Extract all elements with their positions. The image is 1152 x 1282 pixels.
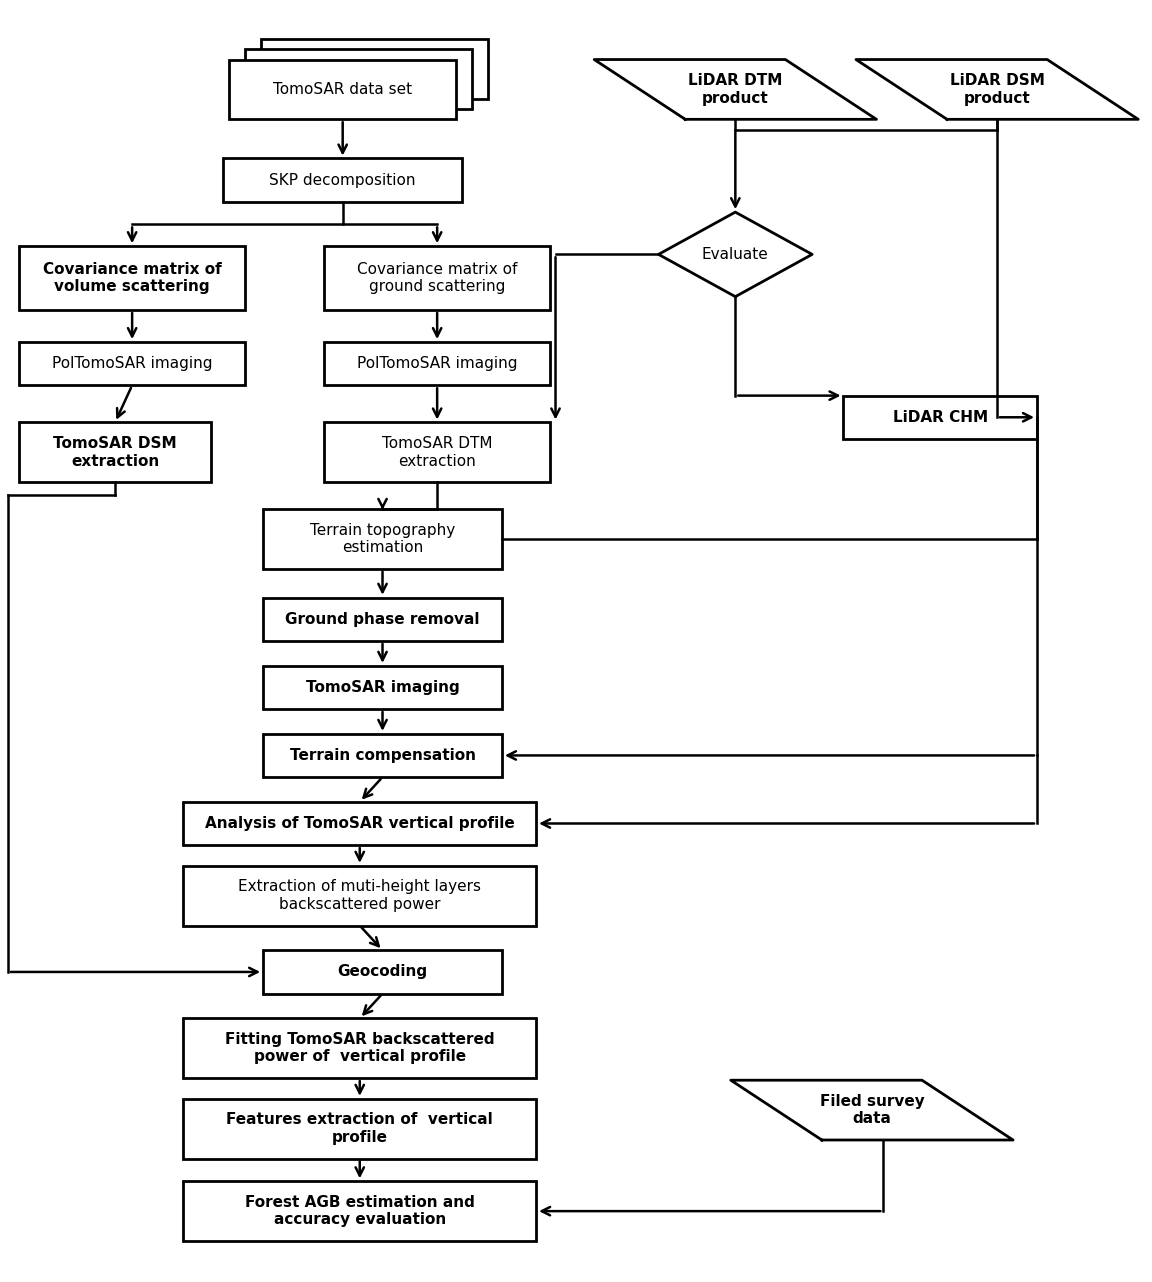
Text: Evaluate: Evaluate	[702, 247, 768, 262]
FancyBboxPatch shape	[263, 665, 502, 709]
FancyBboxPatch shape	[325, 342, 550, 386]
Text: Forest AGB estimation and
accuracy evaluation: Forest AGB estimation and accuracy evalu…	[245, 1195, 475, 1227]
Text: TomoSAR DSM
extraction: TomoSAR DSM extraction	[53, 436, 177, 468]
FancyBboxPatch shape	[325, 423, 550, 482]
Text: Features extraction of  vertical
profile: Features extraction of vertical profile	[227, 1113, 493, 1145]
Text: TomoSAR imaging: TomoSAR imaging	[305, 679, 460, 695]
Text: LiDAR DSM
product: LiDAR DSM product	[949, 73, 1045, 105]
FancyBboxPatch shape	[183, 1181, 536, 1241]
Text: Analysis of TomoSAR vertical profile: Analysis of TomoSAR vertical profile	[205, 815, 515, 831]
Text: Terrain compensation: Terrain compensation	[289, 747, 476, 763]
Text: TomoSAR data set: TomoSAR data set	[273, 82, 412, 97]
Text: SKP decomposition: SKP decomposition	[270, 173, 416, 187]
FancyBboxPatch shape	[325, 246, 550, 310]
FancyBboxPatch shape	[263, 950, 502, 994]
Text: Geocoding: Geocoding	[338, 964, 427, 979]
FancyBboxPatch shape	[263, 733, 502, 777]
Text: Ground phase removal: Ground phase removal	[286, 612, 479, 627]
FancyBboxPatch shape	[183, 865, 536, 926]
FancyBboxPatch shape	[260, 38, 488, 99]
FancyBboxPatch shape	[229, 59, 456, 119]
FancyBboxPatch shape	[20, 246, 245, 310]
Text: Terrain topography
estimation: Terrain topography estimation	[310, 523, 455, 555]
FancyBboxPatch shape	[183, 1018, 536, 1078]
Text: Covariance matrix of
ground scattering: Covariance matrix of ground scattering	[357, 262, 517, 295]
Text: LiDAR DTM
product: LiDAR DTM product	[688, 73, 782, 105]
Polygon shape	[730, 1081, 1013, 1140]
Polygon shape	[659, 212, 812, 296]
FancyBboxPatch shape	[223, 159, 462, 201]
FancyBboxPatch shape	[183, 1099, 536, 1159]
Text: Fitting TomoSAR backscattered
power of  vertical profile: Fitting TomoSAR backscattered power of v…	[225, 1032, 494, 1064]
Text: Extraction of muti-height layers
backscattered power: Extraction of muti-height layers backsca…	[238, 879, 482, 912]
Text: Covariance matrix of
volume scattering: Covariance matrix of volume scattering	[43, 262, 221, 295]
FancyBboxPatch shape	[843, 396, 1037, 438]
FancyBboxPatch shape	[20, 423, 211, 482]
FancyBboxPatch shape	[263, 509, 502, 569]
Text: Filed survey
data: Filed survey data	[819, 1094, 924, 1127]
Text: PolTomoSAR imaging: PolTomoSAR imaging	[357, 356, 517, 372]
Polygon shape	[594, 59, 877, 119]
Text: TomoSAR DTM
extraction: TomoSAR DTM extraction	[382, 436, 492, 468]
FancyBboxPatch shape	[263, 597, 502, 641]
FancyBboxPatch shape	[20, 342, 245, 386]
Text: PolTomoSAR imaging: PolTomoSAR imaging	[52, 356, 212, 372]
FancyBboxPatch shape	[245, 49, 472, 109]
Text: LiDAR CHM: LiDAR CHM	[893, 410, 987, 424]
Polygon shape	[856, 59, 1138, 119]
FancyBboxPatch shape	[183, 801, 536, 845]
